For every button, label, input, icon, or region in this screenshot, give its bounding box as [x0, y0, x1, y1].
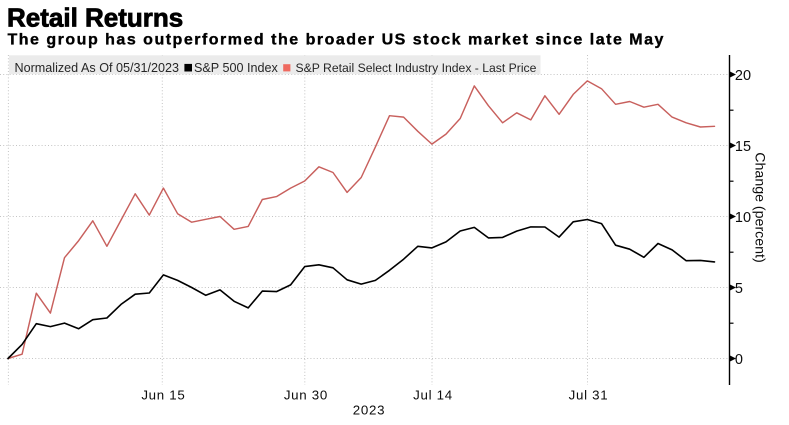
svg-text:Jul 31: Jul 31: [569, 388, 609, 403]
svg-text:5: 5: [735, 281, 743, 297]
svg-text:20: 20: [735, 68, 751, 84]
svg-text:Jun 15: Jun 15: [141, 388, 185, 403]
svg-text:The group has outperformed the: The group has outperformed the broader U…: [8, 32, 665, 49]
svg-text:S&P 500 Index: S&P 500 Index: [194, 61, 278, 75]
svg-text:10: 10: [735, 210, 751, 226]
svg-text:S&P Retail Select Industry Ind: S&P Retail Select Industry Index - Last …: [296, 61, 537, 75]
svg-text:15: 15: [735, 139, 751, 155]
svg-text:2023: 2023: [353, 402, 385, 417]
svg-text:Retail Returns: Retail Returns: [7, 3, 183, 33]
svg-text:Jun 30: Jun 30: [284, 388, 328, 403]
svg-text:Normalized As Of 05/31/2023: Normalized As Of 05/31/2023: [15, 61, 180, 75]
svg-text:Change (percent): Change (percent): [752, 152, 768, 262]
svg-text:0: 0: [735, 352, 743, 368]
svg-text:Jul 14: Jul 14: [413, 388, 453, 403]
